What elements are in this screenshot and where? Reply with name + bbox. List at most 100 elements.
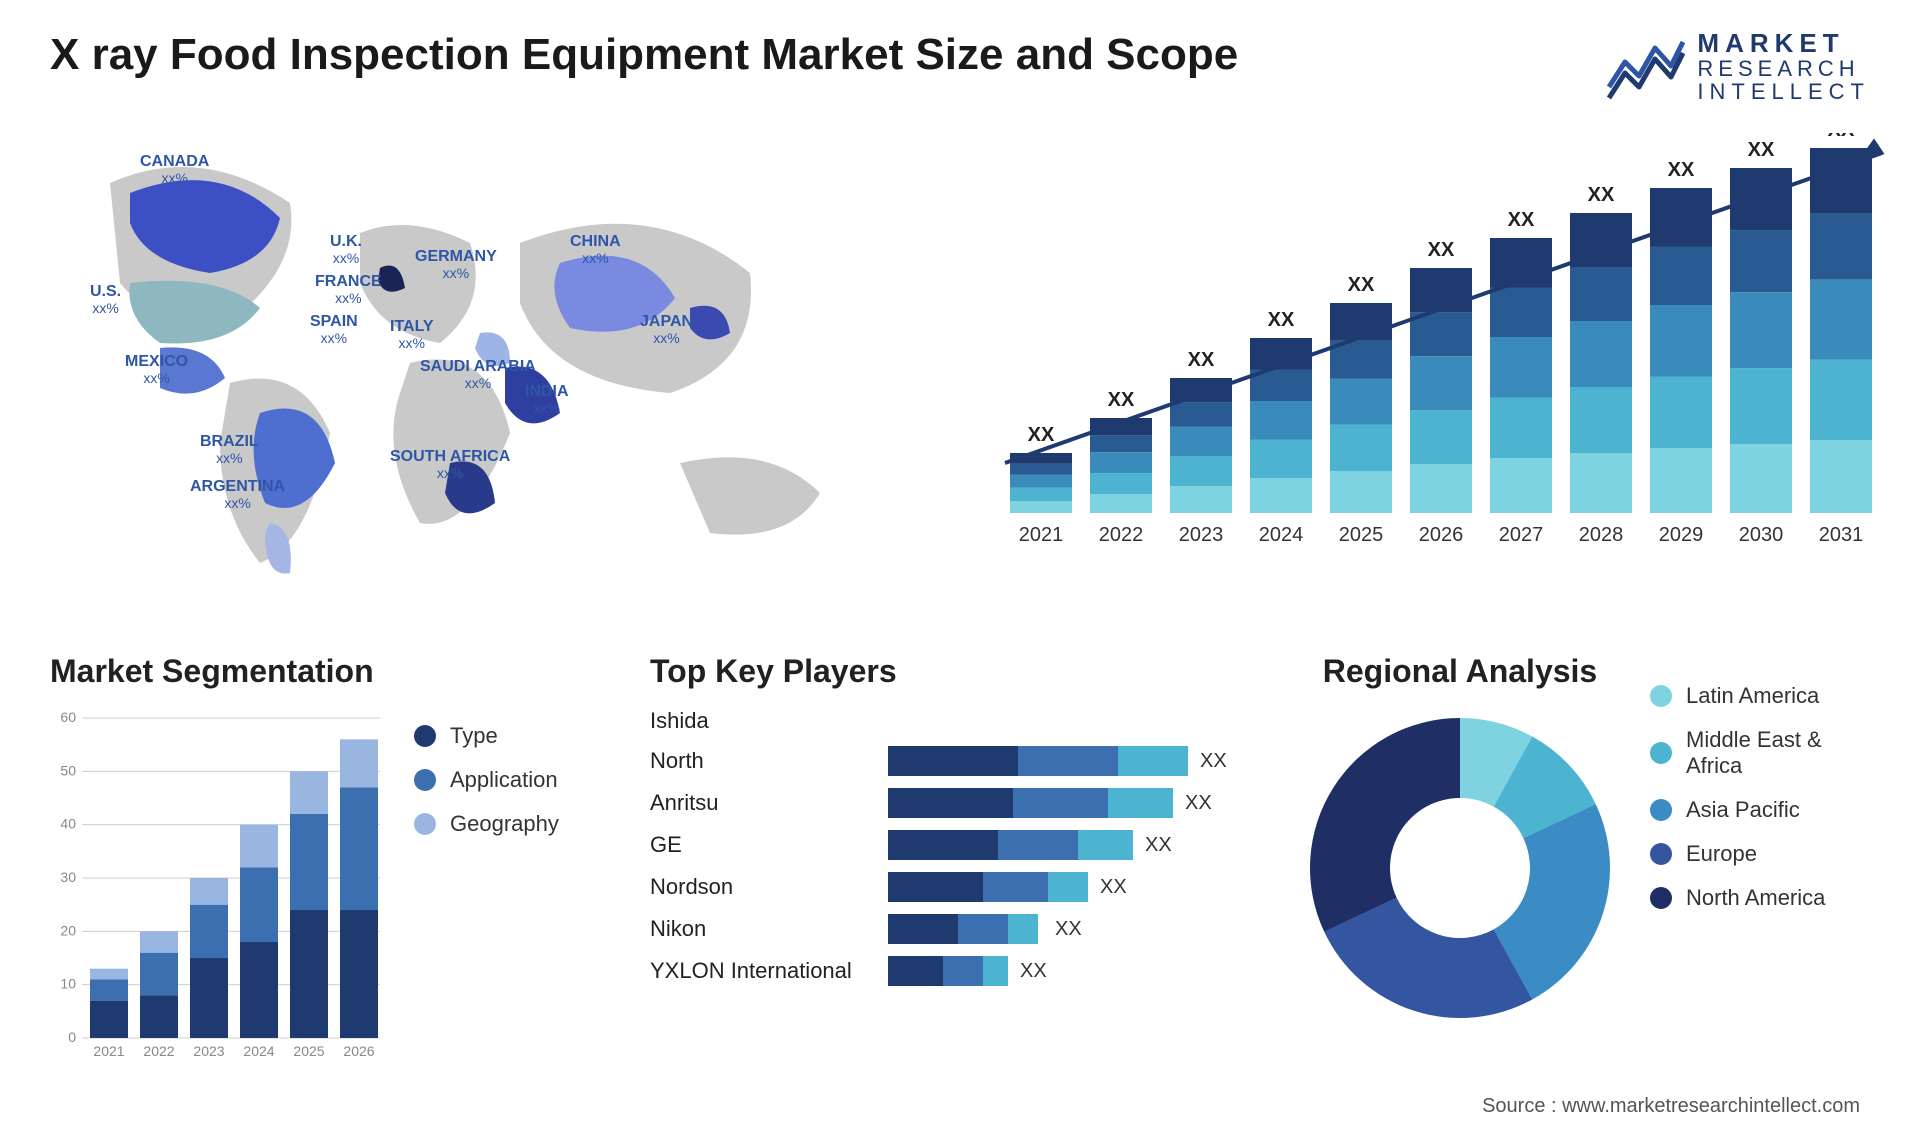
legend-dot bbox=[1650, 887, 1672, 909]
map-label: SAUDI ARABIAxx% bbox=[420, 358, 536, 391]
player-name: Ishida bbox=[650, 708, 870, 734]
legend-dot bbox=[1650, 685, 1672, 707]
world-map: CANADAxx%U.S.xx%MEXICOxx%BRAZILxx%ARGENT… bbox=[50, 133, 950, 603]
svg-text:XX: XX bbox=[1108, 389, 1135, 411]
segmentation-panel: Market Segmentation 01020304050602021202… bbox=[50, 653, 620, 1103]
map-label: SOUTH AFRICAxx% bbox=[390, 448, 510, 481]
map-label: CANADAxx% bbox=[140, 153, 209, 186]
legend-item: Geography bbox=[414, 811, 559, 837]
player-bar-segment bbox=[983, 956, 1008, 986]
segmentation-chart: 0102030405060202120222023202420252026 bbox=[50, 708, 390, 1068]
player-bar bbox=[888, 788, 1173, 818]
legend-item: Europe bbox=[1650, 841, 1870, 867]
logo-icon bbox=[1605, 32, 1685, 102]
logo-text-2: RESEARCH bbox=[1697, 57, 1870, 80]
svg-text:2021: 2021 bbox=[93, 1043, 124, 1059]
player-value: XX bbox=[1020, 960, 1047, 983]
player-bar-segment bbox=[888, 914, 958, 944]
legend-label: Type bbox=[450, 723, 498, 749]
legend-label: Asia Pacific bbox=[1686, 797, 1800, 823]
regional-legend: Latin America Middle East & Africa Asia Pa… bbox=[1650, 683, 1870, 911]
map-label: INDIAxx% bbox=[525, 383, 569, 416]
player-bar-segment bbox=[888, 872, 983, 902]
map-label: MEXICOxx% bbox=[125, 353, 188, 386]
player-bar-wrap: XX bbox=[888, 872, 1270, 902]
svg-text:XX: XX bbox=[1428, 239, 1455, 261]
map-label: SPAINxx% bbox=[310, 313, 358, 346]
svg-text:XX: XX bbox=[1588, 184, 1615, 206]
legend-item: Middle East & Africa bbox=[1650, 727, 1870, 779]
player-bar-wrap: XX bbox=[888, 956, 1270, 986]
player-name: Anritsu bbox=[650, 790, 870, 816]
player-name: Nikon bbox=[650, 916, 870, 942]
player-bar-wrap: XX bbox=[888, 914, 1270, 944]
legend-dot bbox=[414, 813, 436, 835]
player-bar-segment bbox=[888, 956, 943, 986]
legend-label: Latin America bbox=[1686, 683, 1819, 709]
player-bar-segment bbox=[1118, 746, 1188, 776]
player-row: North XX bbox=[650, 746, 1270, 776]
svg-text:XX: XX bbox=[1508, 209, 1535, 231]
player-bar bbox=[888, 872, 1088, 902]
player-bar-segment bbox=[1078, 830, 1133, 860]
growth-chart-svg: XX2021XX2022XX2023XX2024XX2025XX2026XX20… bbox=[990, 133, 1910, 553]
map-label: BRAZILxx% bbox=[200, 433, 259, 466]
map-label: FRANCExx% bbox=[315, 273, 382, 306]
svg-text:XX: XX bbox=[1028, 424, 1055, 446]
player-name: Nordson bbox=[650, 874, 870, 900]
svg-text:XX: XX bbox=[1268, 309, 1295, 331]
legend-label: Europe bbox=[1686, 841, 1757, 867]
map-label: GERMANYxx% bbox=[415, 248, 497, 281]
player-value: XX bbox=[1145, 834, 1172, 857]
player-bar-segment bbox=[943, 956, 983, 986]
svg-text:2030: 2030 bbox=[1739, 524, 1784, 546]
svg-text:20: 20 bbox=[60, 923, 76, 939]
regional-title: Regional Analysis bbox=[1300, 653, 1620, 690]
segmentation-title: Market Segmentation bbox=[50, 653, 390, 690]
growth-chart: XX2021XX2022XX2023XX2024XX2025XX2026XX20… bbox=[990, 133, 1910, 603]
player-value: XX bbox=[1200, 750, 1227, 773]
svg-text:2026: 2026 bbox=[343, 1043, 374, 1059]
player-bar bbox=[888, 830, 1133, 860]
players-panel: Top Key Players IshidaNorthXXAnritsuXXGE… bbox=[650, 653, 1270, 1103]
legend-label: Middle East & Africa bbox=[1686, 727, 1870, 779]
legend-dot bbox=[1650, 742, 1672, 764]
svg-text:2024: 2024 bbox=[1259, 524, 1304, 546]
player-bar-wrap: XX bbox=[888, 830, 1270, 860]
source-label: Source : www.marketresearchintellect.com bbox=[1482, 1095, 1860, 1118]
player-bar-segment bbox=[958, 914, 1008, 944]
svg-text:2029: 2029 bbox=[1659, 524, 1704, 546]
player-bar-segment bbox=[998, 830, 1078, 860]
map-label: U.K.xx% bbox=[330, 233, 362, 266]
svg-text:2021: 2021 bbox=[1019, 524, 1064, 546]
player-name: North bbox=[650, 748, 870, 774]
legend-label: North America bbox=[1686, 885, 1825, 911]
player-bar-wrap: XX bbox=[888, 746, 1270, 776]
legend-label: Application bbox=[450, 767, 558, 793]
svg-text:40: 40 bbox=[60, 816, 76, 832]
svg-text:30: 30 bbox=[60, 869, 76, 885]
svg-text:2026: 2026 bbox=[1419, 524, 1464, 546]
svg-text:2031: 2031 bbox=[1819, 524, 1864, 546]
legend-dot bbox=[1650, 843, 1672, 865]
svg-text:2027: 2027 bbox=[1499, 524, 1544, 546]
legend-item: Latin America bbox=[1650, 683, 1870, 709]
svg-text:XX: XX bbox=[1668, 159, 1695, 181]
legend-dot bbox=[1650, 799, 1672, 821]
legend-item: North America bbox=[1650, 885, 1870, 911]
player-value: XX bbox=[1185, 792, 1212, 815]
player-bar-segment bbox=[1018, 746, 1118, 776]
player-bar-segment bbox=[888, 788, 1013, 818]
player-row: Nordson XX bbox=[650, 872, 1270, 902]
player-bar-segment bbox=[983, 872, 1048, 902]
regional-donut bbox=[1300, 708, 1620, 1028]
svg-text:60: 60 bbox=[60, 709, 76, 725]
player-bar-segment bbox=[1108, 788, 1173, 818]
player-bar-wrap: XX bbox=[888, 788, 1270, 818]
legend-dot bbox=[414, 725, 436, 747]
svg-text:2024: 2024 bbox=[243, 1043, 274, 1059]
svg-text:XX: XX bbox=[1188, 349, 1215, 371]
player-row: Ishida bbox=[650, 708, 1270, 734]
svg-text:10: 10 bbox=[60, 976, 76, 992]
svg-text:2025: 2025 bbox=[293, 1043, 324, 1059]
